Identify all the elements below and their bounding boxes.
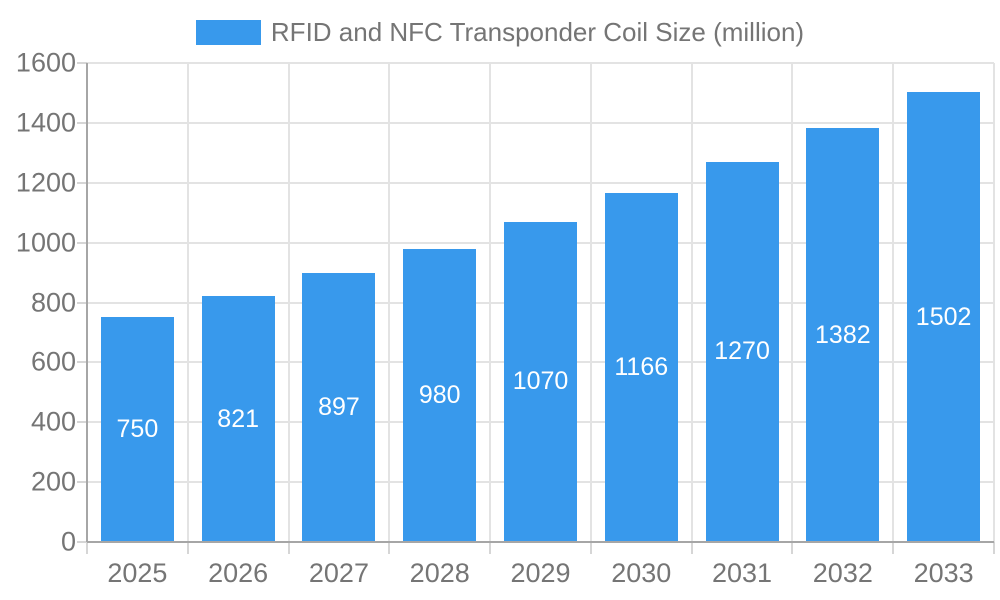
x-axis-line bbox=[87, 541, 994, 543]
x-tick-mark bbox=[489, 542, 492, 554]
legend-item[interactable]: RFID and NFC Transponder Coil Size (mill… bbox=[195, 17, 805, 48]
y-tick-mark bbox=[77, 241, 87, 244]
bar[interactable]: 1382 bbox=[806, 128, 880, 542]
h-gridline bbox=[87, 121, 994, 124]
x-tick-label: 2025 bbox=[107, 558, 168, 588]
bar[interactable]: 1270 bbox=[705, 161, 779, 542]
y-tick-label: 800 bbox=[30, 287, 76, 317]
y-tick-mark bbox=[77, 301, 87, 304]
y-tick-label: 1200 bbox=[15, 167, 76, 198]
x-tick-label: 2027 bbox=[308, 558, 369, 588]
v-gridline bbox=[186, 63, 189, 542]
legend-swatch-icon bbox=[195, 20, 261, 45]
bar[interactable]: 1166 bbox=[604, 192, 678, 542]
x-tick-label: 2033 bbox=[913, 558, 974, 588]
x-tick-mark bbox=[186, 542, 189, 554]
bar[interactable]: 1070 bbox=[504, 221, 577, 542]
bar-value-label: 1502 bbox=[915, 302, 972, 331]
x-tick-mark bbox=[287, 542, 290, 554]
bar[interactable]: 897 bbox=[302, 273, 376, 542]
x-tick-mark bbox=[791, 542, 794, 554]
legend-label: RFID and NFC Transponder Coil Size (mill… bbox=[270, 17, 805, 47]
x-tick-label: 2030 bbox=[611, 558, 672, 588]
y-tick-label: 200 bbox=[30, 466, 76, 497]
y-tick-label: 600 bbox=[30, 346, 76, 377]
x-tick-mark bbox=[86, 542, 88, 554]
y-tick-mark bbox=[77, 361, 87, 364]
x-tick-mark bbox=[388, 542, 391, 554]
bar[interactable]: 750 bbox=[100, 317, 174, 542]
bar-value-label: 1166 bbox=[614, 352, 669, 381]
y-tick-label: 1400 bbox=[15, 107, 76, 138]
y-tick-mark bbox=[77, 181, 87, 184]
bar-value-label: 1270 bbox=[714, 337, 770, 366]
y-tick-mark bbox=[77, 421, 87, 424]
x-tick-label: 2028 bbox=[409, 558, 470, 588]
x-tick-mark bbox=[892, 542, 895, 554]
x-tick-mark bbox=[993, 542, 995, 554]
bar[interactable]: 980 bbox=[403, 248, 477, 542]
x-tick-mark bbox=[589, 542, 592, 554]
y-tick-label: 1600 bbox=[15, 47, 76, 78]
x-tick-label: 2031 bbox=[712, 558, 773, 588]
y-tick-label: 400 bbox=[30, 406, 76, 437]
bar-value-label: 1382 bbox=[815, 320, 871, 349]
h-gridline bbox=[87, 181, 994, 184]
legend: RFID and NFC Transponder Coil Size (mill… bbox=[0, 17, 1000, 48]
bar-value-label: 1070 bbox=[512, 367, 569, 396]
h-gridline bbox=[87, 62, 994, 64]
v-gridline bbox=[489, 63, 492, 542]
y-axis-line bbox=[86, 63, 88, 542]
v-gridline bbox=[993, 63, 995, 542]
x-tick-mark bbox=[690, 542, 693, 554]
y-tick-mark bbox=[77, 481, 87, 484]
v-gridline bbox=[791, 63, 794, 542]
bar[interactable]: 1502 bbox=[907, 92, 981, 542]
x-tick-label: 2029 bbox=[510, 558, 571, 588]
v-gridline bbox=[287, 63, 290, 542]
y-tick-mark bbox=[77, 541, 87, 543]
y-tick-label: 0 bbox=[60, 526, 76, 557]
bar[interactable]: 821 bbox=[201, 296, 275, 542]
x-tick-label: 2032 bbox=[812, 558, 873, 588]
v-gridline bbox=[589, 63, 592, 542]
y-tick-label: 1000 bbox=[15, 227, 76, 258]
v-gridline bbox=[892, 63, 895, 542]
y-tick-mark bbox=[77, 121, 87, 124]
bar-value-label: 750 bbox=[116, 415, 159, 444]
v-gridline bbox=[388, 63, 391, 542]
y-tick-mark bbox=[77, 62, 87, 64]
v-gridline bbox=[690, 63, 693, 542]
bar-value-label: 980 bbox=[418, 380, 461, 409]
x-tick-label: 2026 bbox=[208, 558, 269, 588]
bar-value-label: 821 bbox=[217, 404, 260, 433]
bar-value-label: 897 bbox=[318, 393, 360, 422]
